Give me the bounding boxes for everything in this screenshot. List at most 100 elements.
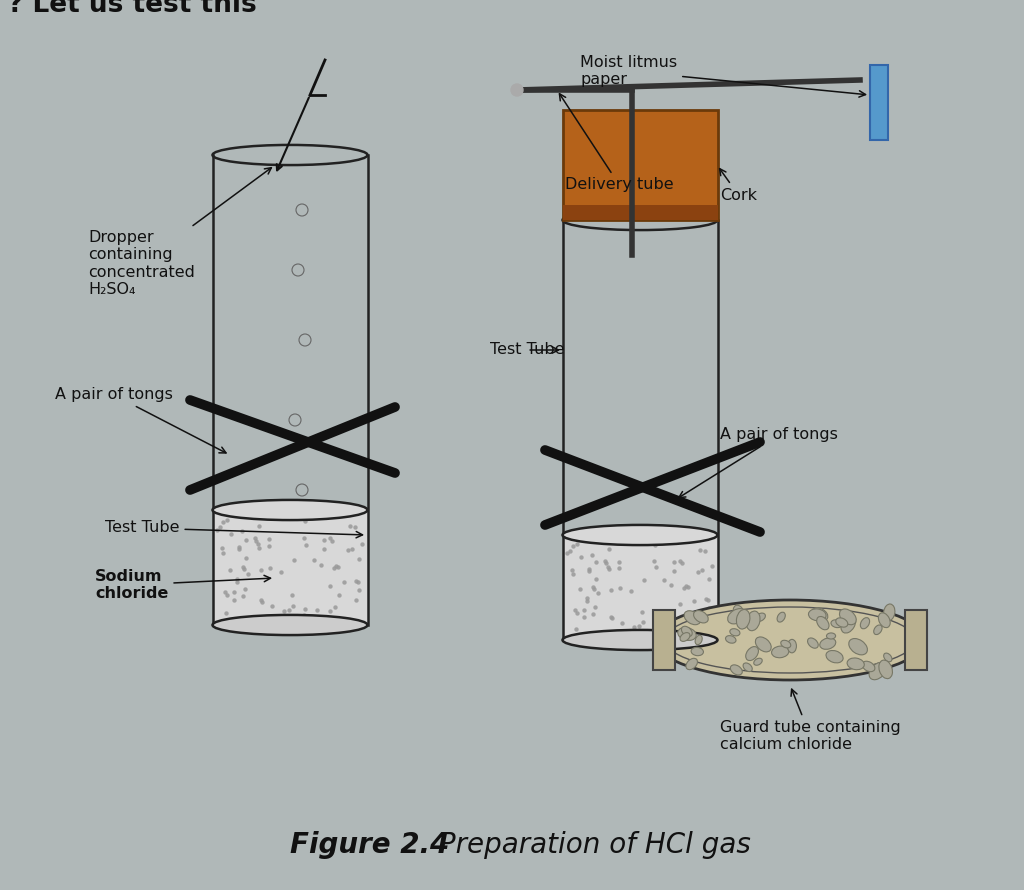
Bar [213, 510, 368, 625]
Point [251, 540, 267, 554]
Ellipse shape [808, 638, 818, 648]
Point [563, 562, 580, 577]
Ellipse shape [860, 618, 869, 629]
Point [700, 572, 717, 587]
Point [611, 555, 628, 570]
Ellipse shape [726, 635, 736, 643]
Point [229, 572, 246, 587]
Ellipse shape [826, 651, 843, 663]
Ellipse shape [728, 609, 746, 624]
Point [663, 578, 679, 592]
Point [636, 573, 652, 587]
Point [238, 582, 254, 596]
Point [565, 567, 582, 581]
Point [348, 573, 365, 587]
Point [588, 571, 604, 586]
Point [603, 610, 620, 624]
Point [288, 511, 304, 525]
Point [586, 579, 602, 594]
Point [350, 575, 367, 589]
Ellipse shape [836, 618, 848, 627]
Point [261, 539, 278, 554]
Point [582, 563, 598, 578]
Point [681, 606, 697, 620]
Point [694, 563, 711, 578]
Point [215, 515, 231, 530]
Point [588, 555, 604, 570]
Point [686, 594, 702, 608]
Point [622, 534, 638, 548]
Point [312, 612, 329, 627]
Ellipse shape [777, 612, 785, 622]
Point [677, 617, 693, 631]
Ellipse shape [809, 609, 826, 621]
Ellipse shape [746, 611, 760, 631]
Point [658, 619, 675, 633]
Bar [870, 65, 888, 140]
Point [315, 533, 332, 547]
Point [225, 585, 242, 599]
Point [647, 618, 664, 632]
Point [634, 605, 650, 619]
Point [236, 562, 252, 576]
Point [322, 578, 338, 593]
Point [323, 530, 339, 545]
Point [298, 538, 314, 552]
Point [568, 622, 585, 636]
Point [646, 623, 663, 637]
Point [559, 546, 575, 560]
Ellipse shape [879, 613, 890, 627]
Ellipse shape [826, 633, 836, 639]
Point [336, 575, 352, 589]
Point [585, 607, 601, 621]
Point [351, 552, 368, 566]
Point [610, 561, 627, 575]
Point [213, 541, 229, 555]
Point [298, 510, 314, 524]
Point [680, 580, 696, 595]
Bar [562, 535, 718, 640]
Point [690, 564, 707, 578]
Point [353, 537, 370, 551]
Point [646, 538, 663, 553]
Text: Dropper
containing
concentrated
H₂SO₄: Dropper containing concentrated H₂SO₄ [88, 167, 271, 297]
Point [606, 627, 623, 641]
Point [696, 544, 713, 558]
Point [238, 551, 254, 565]
Point [342, 519, 358, 533]
Point [647, 560, 664, 574]
Point [645, 554, 662, 569]
Point [672, 620, 688, 635]
Point [672, 554, 688, 568]
Point [577, 611, 593, 625]
Point [635, 615, 651, 629]
Point [698, 593, 715, 607]
Text: Test Tube: Test Tube [490, 343, 564, 358]
Point [700, 601, 717, 615]
Ellipse shape [862, 661, 874, 672]
Ellipse shape [730, 628, 740, 635]
Point [615, 626, 632, 640]
Point [247, 531, 263, 546]
Text: Moist litmus
paper: Moist litmus paper [580, 55, 865, 97]
Point [567, 603, 584, 617]
Text: ? Let us test this: ? Let us test this [8, 0, 257, 18]
Point [209, 522, 225, 537]
Text: Sodium
chloride: Sodium chloride [95, 569, 270, 602]
Point [674, 556, 690, 570]
Point [316, 542, 333, 556]
Bar [653, 610, 675, 670]
Ellipse shape [879, 660, 893, 679]
Point [579, 591, 595, 605]
Point [284, 587, 300, 602]
Point [226, 594, 243, 608]
Point [600, 560, 616, 574]
Point [623, 584, 639, 598]
Point [254, 595, 270, 609]
Point [286, 553, 302, 567]
Ellipse shape [691, 647, 703, 656]
Point [613, 616, 630, 630]
Ellipse shape [678, 627, 696, 641]
Point [331, 588, 347, 603]
Point [251, 518, 267, 532]
